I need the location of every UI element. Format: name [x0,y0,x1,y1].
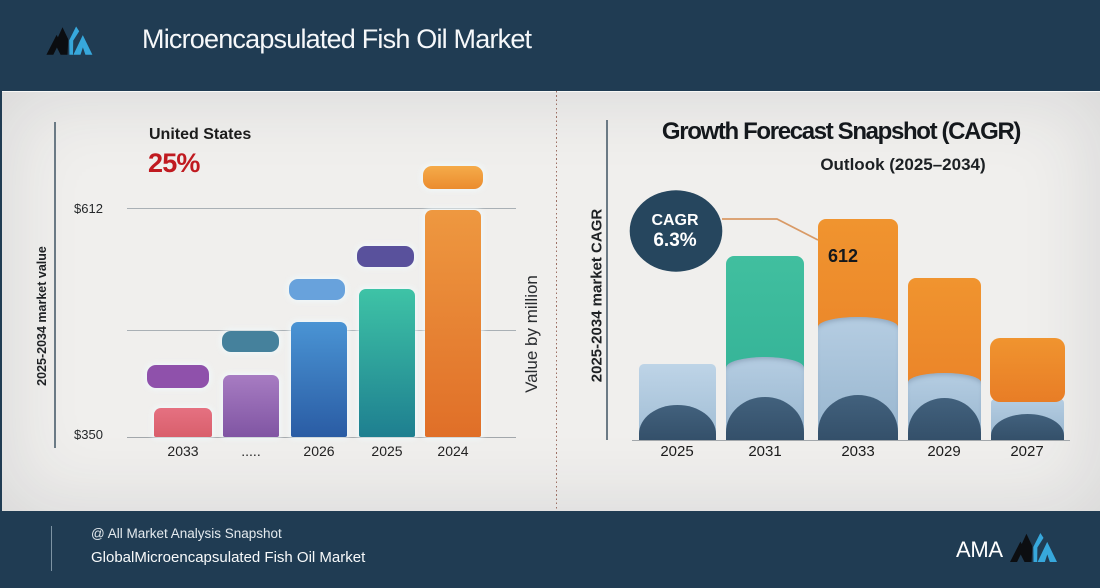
svg-text:6.3%: 6.3% [653,230,696,251]
svg-text:CAGR: CAGR [651,212,699,229]
